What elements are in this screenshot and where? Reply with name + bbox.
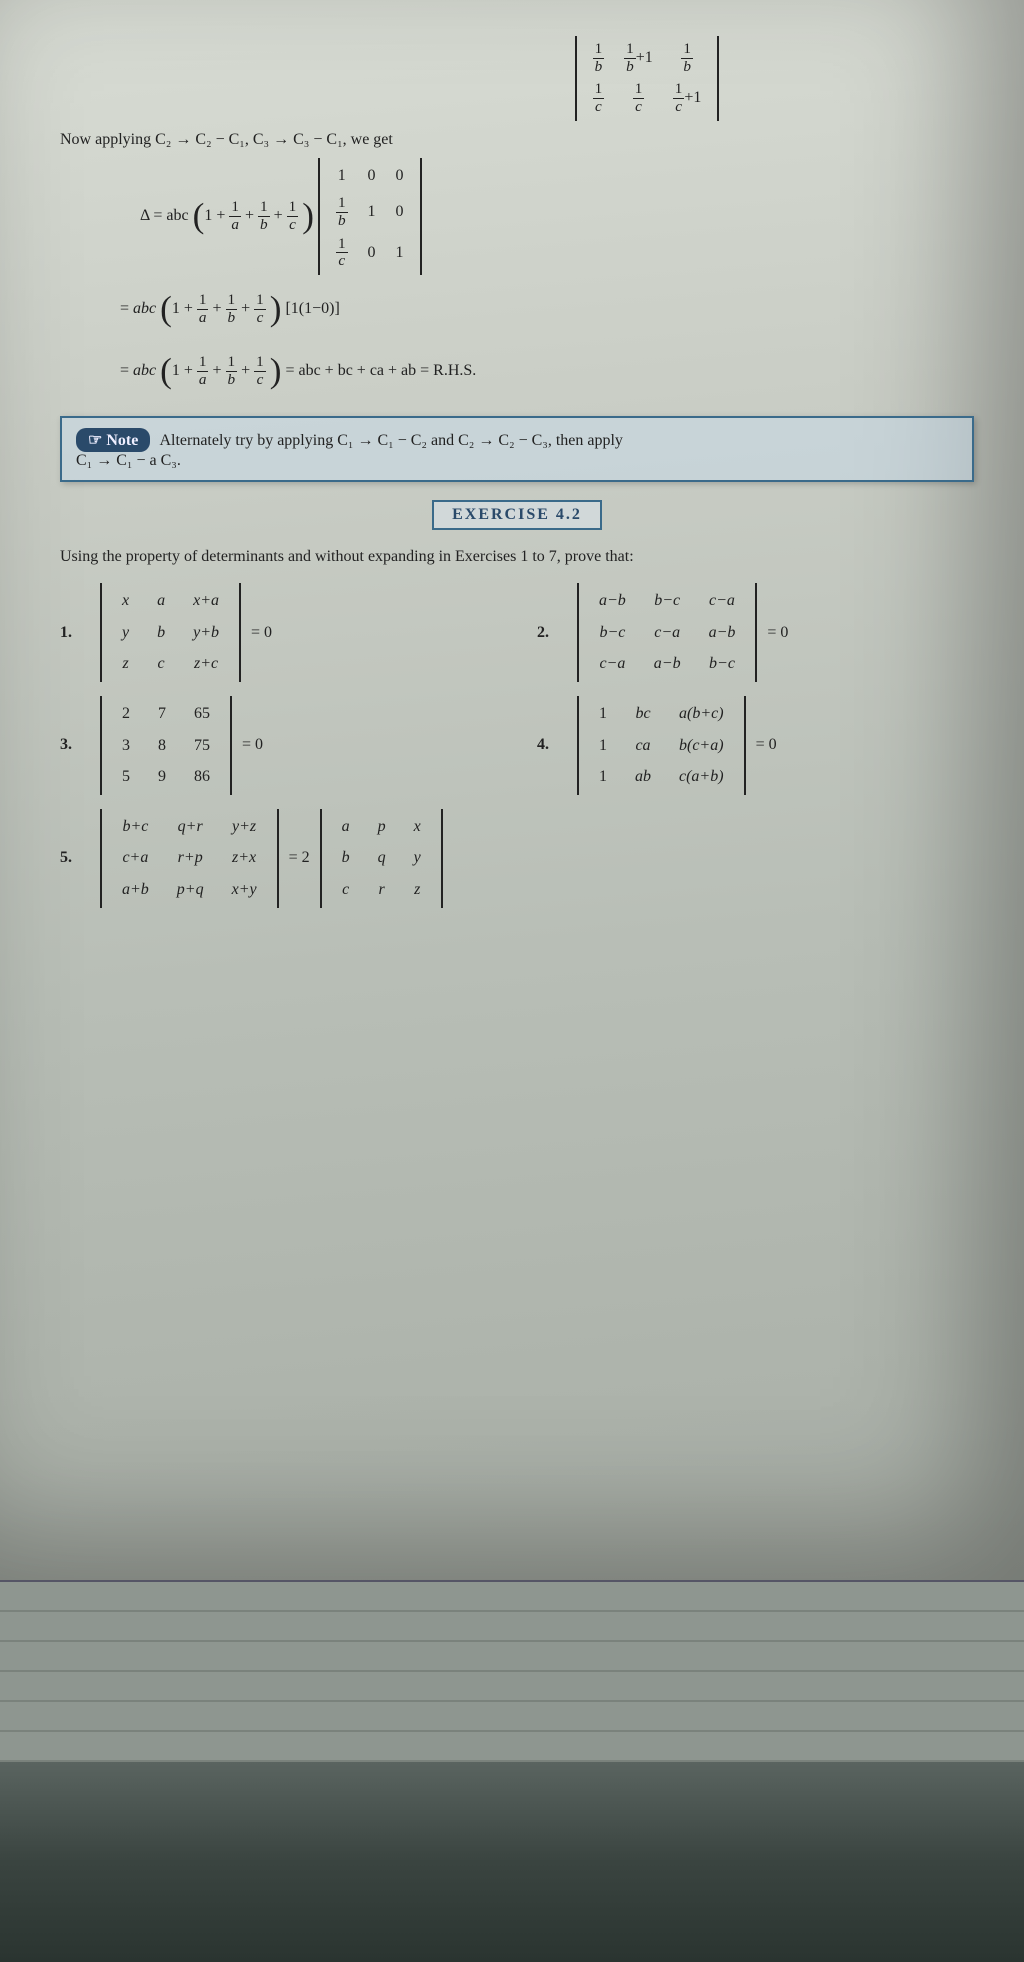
pnum-4: 4. xyxy=(537,736,559,754)
det-p3: 2765 3875 5986 xyxy=(100,696,232,795)
bracket: [1(1−0)] xyxy=(285,300,339,317)
note-label-text: Note xyxy=(106,432,138,449)
det-p5-left: b+cq+ry+z c+ar+pz+x a+bp+qx+y xyxy=(100,809,279,908)
eq-p4: = 0 xyxy=(756,736,777,754)
det-p1: xax+a yby+b zcz+c xyxy=(100,583,241,682)
apply-line: Now applying C₂ → C₂ − C₁, C₃ → C₃ − C₁,… xyxy=(60,127,974,153)
step2: = abc (1 + 1a + 1b + 1c ) [1(1−0)] xyxy=(120,281,974,337)
problem-1: 1. xax+a yby+b zcz+c = 0 xyxy=(60,583,497,682)
note-box: ☞ Note Alternately try by applying C₁ → … xyxy=(60,416,974,482)
note-text-2: C₁ → C₁ − a C₃. xyxy=(76,452,181,469)
eq-p3: = 0 xyxy=(242,736,263,754)
problem-5: 5. b+cq+ry+z c+ar+pz+x a+bp+qx+y = 2 apx… xyxy=(60,809,974,908)
page: 1b 1b+1 1b 1c 1c 1c+1 Now applying C₂ → … xyxy=(0,0,1024,1580)
row-1-2: 1. xax+a yby+b zcz+c = 0 2. a−bb−cc−a b−… xyxy=(60,583,974,682)
pnum-2: 2. xyxy=(537,624,559,642)
exercise-heading: EXERCISE 4.2 xyxy=(432,500,602,530)
row-5: 5. b+cq+ry+z c+ar+pz+x a+bp+qx+y = 2 apx… xyxy=(60,809,974,908)
problem-3: 3. 2765 3875 5986 = 0 xyxy=(60,696,497,795)
note-label-icon: ☞ Note xyxy=(76,428,150,452)
notebook-lines xyxy=(0,1580,1024,1762)
step3: = abc (1 + 1a + 1b + 1c ) = abc + bc + c… xyxy=(120,343,974,399)
pnum-1: 1. xyxy=(60,624,82,642)
problems: 1. xax+a yby+b zcz+c = 0 2. a−bb−cc−a b−… xyxy=(60,583,974,907)
det-p2: a−bb−cc−a b−cc−aa−b c−aa−bb−c xyxy=(577,583,757,682)
det-p4: 1bca(b+c) 1cab(c+a) 1abc(a+b) xyxy=(577,696,746,795)
det-mid: 100 1b10 1c01 xyxy=(318,158,422,274)
delta-line: Δ = abc (1 + 1a + 1b + 1c ) 100 1b10 1c0… xyxy=(140,158,974,274)
det-frag: 1b 1b+1 1b 1c 1c 1c+1 xyxy=(575,36,720,121)
exercise-intro: Using the property of determinants and w… xyxy=(60,544,974,570)
top-det-fragment: 1b 1b+1 1b 1c 1c 1c+1 xyxy=(320,36,974,121)
det-p5-right: apx bqy crz xyxy=(320,809,443,908)
problem-2: 2. a−bb−cc−a b−cc−aa−b c−aa−bb−c = 0 xyxy=(537,583,974,682)
delta-label: Δ = abc xyxy=(140,207,189,224)
note-text-1: Alternately try by applying C₁ → C₁ − C₂… xyxy=(159,432,622,449)
desk-edge xyxy=(0,1762,1024,1962)
eq-p1: = 0 xyxy=(251,624,272,642)
pnum-3: 3. xyxy=(60,736,82,754)
row-3-4: 3. 2765 3875 5986 = 0 4. 1bca(b+c) 1cab(… xyxy=(60,696,974,795)
pnum-5: 5. xyxy=(60,849,82,867)
eq-p2: = 0 xyxy=(767,624,788,642)
problem-4: 4. 1bca(b+c) 1cab(c+a) 1abc(a+b) = 0 xyxy=(537,696,974,795)
eq-p5: = 2 xyxy=(289,849,310,867)
final-text: = abc + bc + ca + ab = R.H.S. xyxy=(285,362,476,379)
